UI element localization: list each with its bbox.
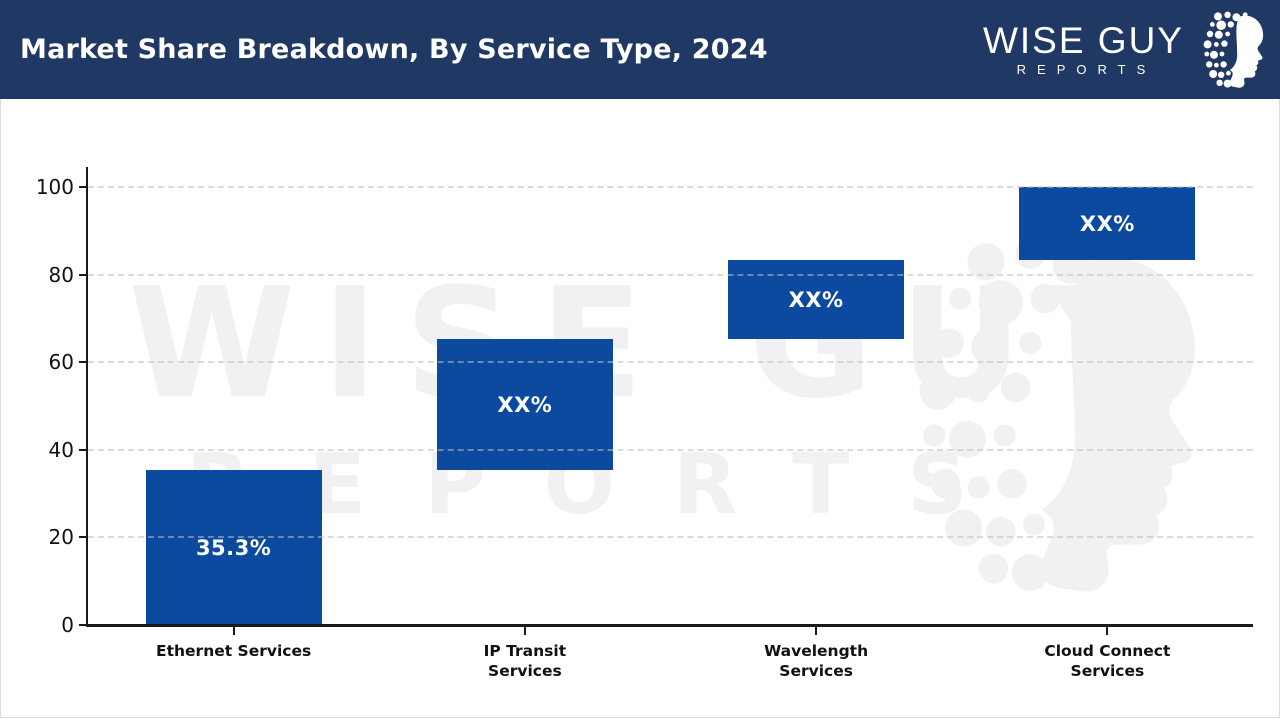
logo-subtitle: REPORTS bbox=[1016, 62, 1157, 77]
y-axis-tick bbox=[79, 448, 86, 451]
bar-value-label: XX% bbox=[788, 287, 844, 312]
category-label-line: Cloud Connect bbox=[1044, 642, 1171, 660]
category-label: Wavelength Services bbox=[686, 641, 946, 681]
y-axis-tick-label: 0 bbox=[61, 613, 74, 637]
y-axis-tick bbox=[79, 536, 86, 539]
bar: 35.3% bbox=[145, 470, 322, 625]
y-axis-tick-label: 100 bbox=[35, 175, 74, 199]
bar: XX% bbox=[436, 338, 613, 471]
bar: XX% bbox=[1019, 187, 1196, 261]
x-axis-line bbox=[86, 624, 1253, 627]
y-axis-tick bbox=[79, 273, 86, 276]
chart-title: Market Share Breakdown, By Service Type,… bbox=[20, 34, 768, 65]
category-label: Cloud Connect Services bbox=[977, 641, 1237, 681]
logo-wordmark: WISE GUY bbox=[982, 20, 1184, 61]
category-label-line: Services bbox=[488, 662, 562, 680]
x-axis-tick bbox=[232, 627, 235, 635]
category-label-line: Services bbox=[1070, 662, 1145, 680]
bar-value-label: XX% bbox=[497, 392, 553, 417]
bar: XX% bbox=[728, 260, 905, 339]
y-axis-tick bbox=[79, 624, 86, 626]
y-axis-tick-label: 20 bbox=[48, 525, 74, 550]
x-axis-tick bbox=[1106, 627, 1109, 635]
y-axis-tick bbox=[79, 361, 86, 364]
logo-face-icon bbox=[1203, 11, 1264, 88]
category-label: Ethernet Services bbox=[104, 641, 364, 661]
bar-value-label: 35.3% bbox=[195, 535, 272, 560]
y-axis-tick-label: 60 bbox=[48, 350, 74, 375]
category-label-line: Ethernet Services bbox=[156, 642, 312, 660]
header-bar: Market Share Breakdown, By Service Type,… bbox=[0, 0, 1280, 99]
category-label-line: IP Transit bbox=[483, 642, 567, 660]
y-axis-tick bbox=[79, 186, 86, 188]
x-axis-tick bbox=[523, 627, 526, 635]
wise-guy-reports-logo: WISE GUY REPORTS bbox=[983, 7, 1266, 93]
category-label-line: Wavelength bbox=[764, 642, 869, 660]
category-label-line: Services bbox=[779, 662, 853, 680]
y-axis-tick-label: 40 bbox=[48, 437, 74, 462]
bar-value-label: XX% bbox=[1079, 211, 1135, 236]
y-axis-line bbox=[86, 167, 88, 627]
y-axis-tick-label: 80 bbox=[48, 262, 74, 287]
category-label: IP Transit Services bbox=[395, 641, 655, 681]
x-axis-tick bbox=[815, 627, 818, 635]
